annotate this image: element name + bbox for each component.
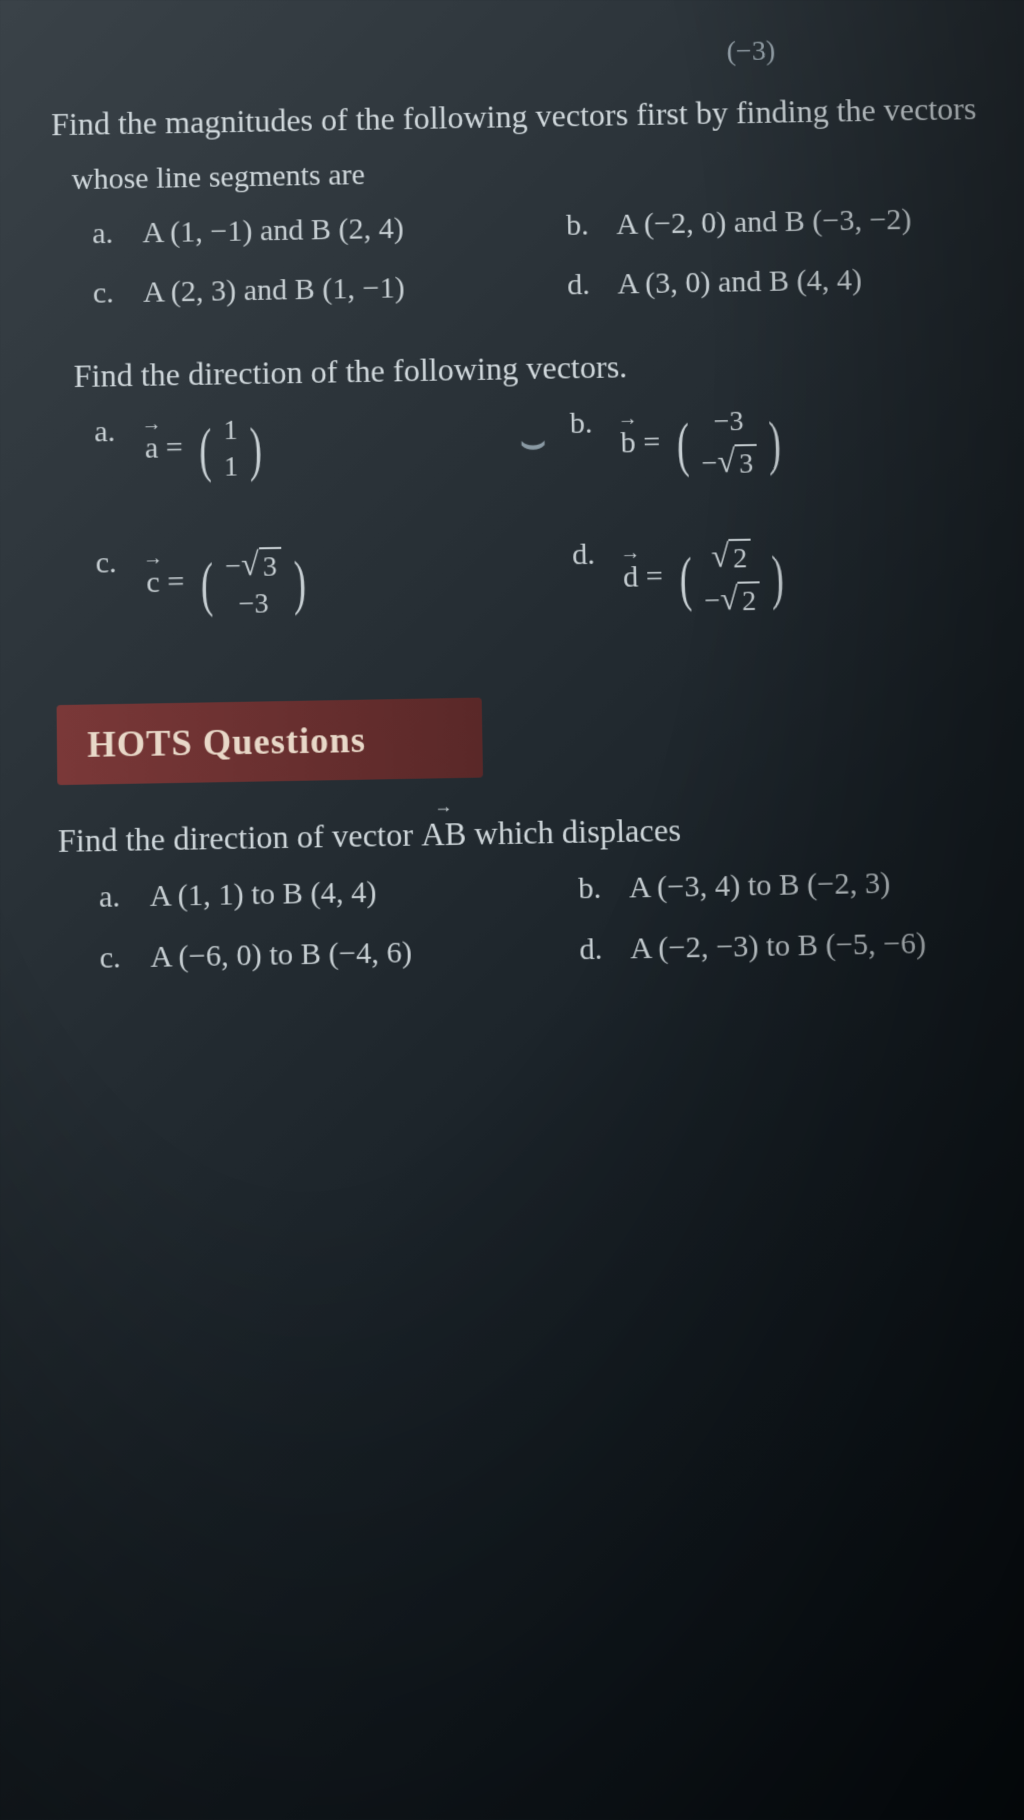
paren-right: ): [771, 549, 784, 604]
column-vector: ( −3 −√3 ): [672, 403, 786, 485]
vec-bot: −3: [238, 586, 269, 624]
vector-var: d: [623, 560, 639, 595]
paren-right: ): [768, 416, 781, 471]
option-label: c.: [93, 276, 144, 311]
hots-banner: HOTS Questions: [57, 697, 483, 784]
option-label: d.: [572, 537, 623, 573]
option-content: c = ( −√3 −3 ): [146, 539, 513, 626]
column-vector: ( √2 −√2 ): [675, 534, 789, 622]
vector-var: b: [620, 426, 636, 461]
vec-top: 1: [223, 413, 238, 450]
vec-entries: −3 −√3: [692, 403, 766, 484]
vector-var: a: [145, 431, 159, 466]
q1-intro-line1: Find the magnitudes of the following vec…: [51, 84, 978, 148]
vec-entries: 1 1: [215, 412, 246, 486]
vec-top: −√3: [225, 543, 281, 587]
option-label: d.: [567, 267, 618, 302]
q2-options: a. a = ( 1 1 ) ⌣ b. b =: [94, 399, 990, 632]
vec-bot: 1: [224, 449, 239, 486]
q1-option-b: b. A (−2, 0) and B (−3, −2): [566, 201, 980, 242]
option-content: b = ( −3 −√3 ): [620, 399, 986, 485]
q1-option-a: a. A (1, −1) and B (2, 4): [92, 210, 506, 251]
option-label: a.: [92, 216, 143, 251]
option-content: A (−6, 0) to B (−4, 6): [150, 933, 518, 975]
option-content: A (−2, −3) to B (−5, −6): [630, 924, 999, 966]
vec-bot: −√2: [704, 577, 761, 621]
q3-vector-ab: AB: [421, 808, 467, 858]
option-label: d.: [579, 931, 630, 967]
paren-left: (: [676, 417, 689, 472]
option-content: d = ( √2 −√2 ): [622, 530, 989, 623]
partial-previous-content: (−3): [50, 32, 975, 80]
paren-right: ): [293, 555, 306, 610]
q1-option-c: c. A (2, 3) and B (1, −1): [93, 269, 508, 311]
option-content: a = ( 1 1 ): [144, 408, 510, 488]
q1-option-d: d. A (3, 0) and B (4, 4): [567, 261, 982, 303]
q3-option-d: d. A (−2, −3) to B (−5, −6): [579, 924, 998, 967]
q1-options: a. A (1, −1) and B (2, 4) b. A (−2, 0) a…: [92, 201, 981, 310]
option-label: b.: [566, 208, 617, 243]
vec-bot: −√3: [701, 440, 758, 484]
option-label: c.: [95, 545, 146, 581]
option-label: c.: [99, 940, 150, 976]
vec-entries: −√3 −3: [217, 542, 290, 624]
paren-left: (: [199, 423, 212, 478]
q3-option-a: a. A (1, 1) to B (4, 4): [99, 872, 518, 914]
q2-option-d: d. d = ( √2 −√2 ): [572, 530, 990, 624]
vector-var: c: [146, 565, 160, 600]
vec-entries: √2 −√2: [695, 534, 769, 622]
option-content: A (−2, 0) and B (−3, −2): [616, 201, 980, 242]
paren-left: (: [679, 551, 692, 606]
paren-left: (: [201, 556, 214, 611]
option-label: b.: [569, 406, 620, 441]
paren-right: ): [250, 422, 263, 477]
vec-top: √2: [711, 534, 752, 578]
option-content: A (2, 3) and B (1, −1): [143, 269, 507, 310]
q2-option-c: c. c = ( −√3 −3 ): [95, 539, 512, 633]
q3-option-c: c. A (−6, 0) to B (−4, 6): [99, 933, 518, 976]
equals: =: [643, 426, 668, 460]
q3-intro: Find the direction of vector AB which di…: [58, 799, 996, 865]
option-label: b.: [578, 870, 629, 906]
q3-intro-suffix: which displaces: [474, 811, 681, 852]
option-label: a.: [99, 879, 150, 915]
q3-intro-prefix: Find the direction of vector: [58, 815, 422, 858]
option-content: A (3, 0) and B (4, 4): [617, 261, 981, 302]
option-content: A (−3, 4) to B (−2, 3): [629, 864, 997, 906]
column-vector: ( 1 1 ): [195, 412, 266, 487]
equals: =: [167, 565, 192, 599]
q2-intro: Find the direction of the following vect…: [73, 336, 984, 401]
option-content: A (1, −1) and B (2, 4): [142, 210, 506, 251]
q2-option-b: ⌣ b. b = ( −3 −√3 ): [569, 399, 986, 486]
q1-intro-line2: whose line segments are: [72, 147, 979, 197]
equals: =: [645, 559, 670, 593]
equals: =: [166, 431, 191, 465]
tick-mark-icon: ⌣: [519, 417, 546, 465]
option-content: A (1, 1) to B (4, 4): [150, 872, 518, 914]
column-vector: ( −√3 −3 ): [197, 542, 310, 624]
q3-option-b: b. A (−3, 4) to B (−2, 3): [578, 864, 997, 906]
vec-top: −3: [713, 404, 744, 441]
option-label: a.: [94, 414, 145, 449]
q2-option-a: a. a = ( 1 1 ): [94, 408, 510, 495]
q3-options: a. A (1, 1) to B (4, 4) b. A (−3, 4) to …: [99, 864, 999, 976]
